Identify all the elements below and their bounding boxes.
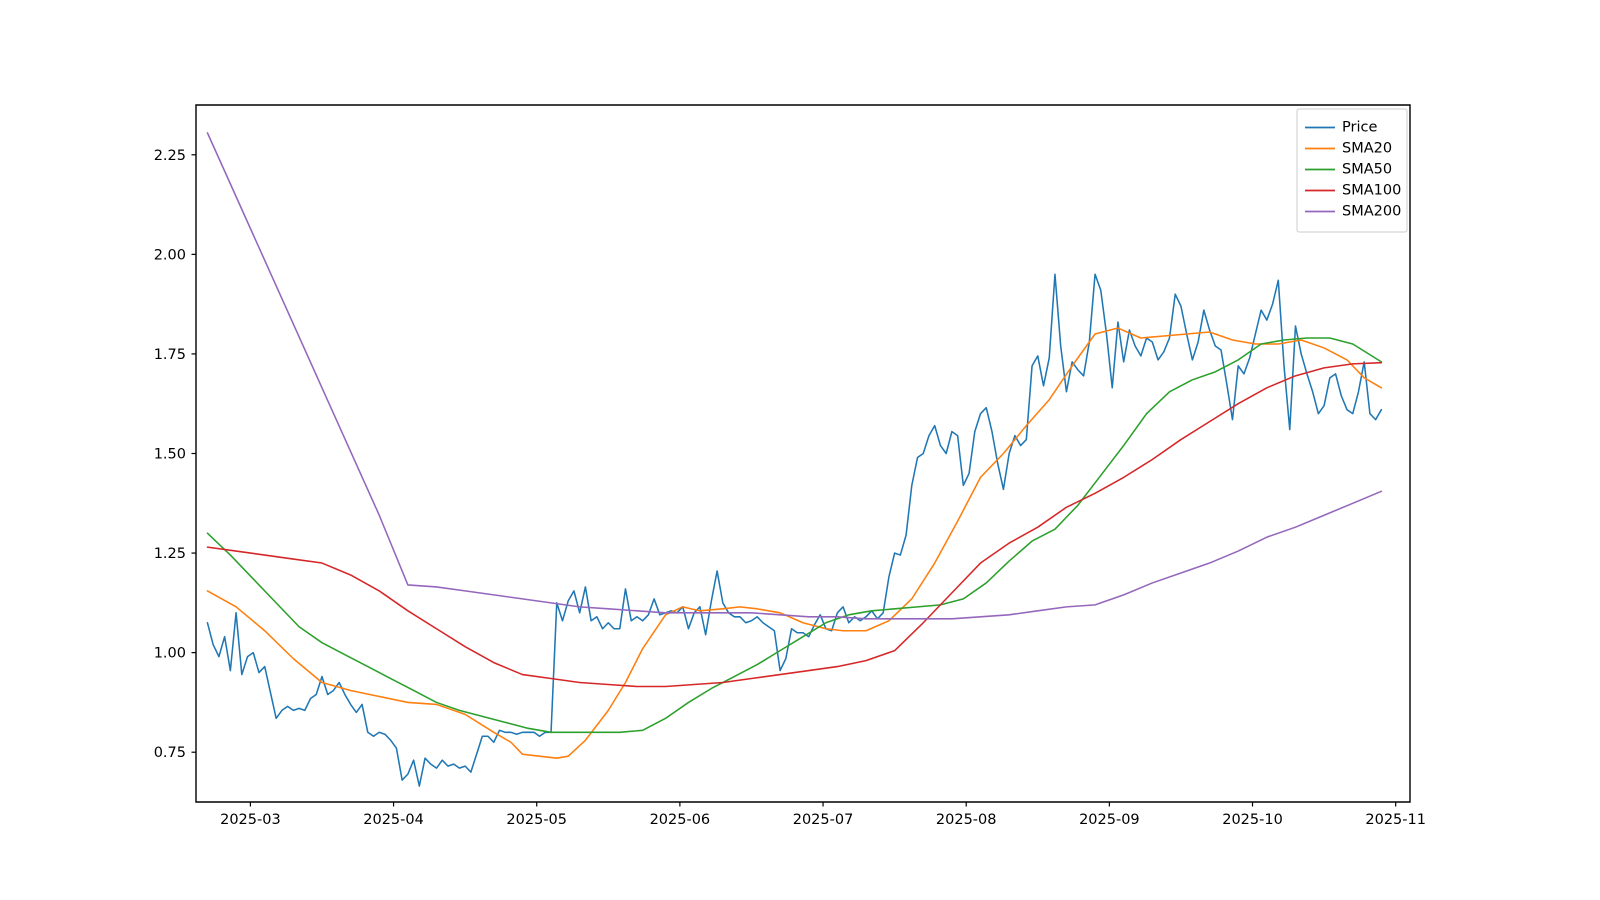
series-line-sma50: [206, 337, 1383, 734]
x-tick-label: 2025-06: [650, 812, 711, 828]
y-tick-label: 1.50: [154, 447, 186, 463]
y-tick-label: 2.00: [154, 247, 186, 263]
y-tick-label: 1.25: [154, 546, 186, 562]
legend-label-sma100: SMA100: [1342, 183, 1401, 199]
legend-entry-sma100[interactable]: SMA100: [1305, 183, 1401, 199]
x-tick-label: 2025-05: [506, 812, 567, 828]
y-tick-label: 0.75: [154, 745, 186, 761]
chart-legend[interactable]: Price SMA20 SMA50 SMA100 SMA200: [1296, 108, 1408, 233]
y-tick-label: 2.25: [154, 148, 186, 164]
axes-frame: [195, 104, 1411, 803]
legend-label-sma20: SMA20: [1342, 141, 1392, 157]
y-tick-label: 1.00: [154, 646, 186, 662]
legend-label-sma50: SMA50: [1342, 162, 1392, 178]
x-tick-label: 2025-04: [363, 812, 424, 828]
x-tick-label: 2025-08: [936, 812, 997, 828]
x-tick-label: 2025-11: [1365, 812, 1426, 828]
x-tick-label: 2025-10: [1222, 812, 1283, 828]
series-line-sma200: [206, 132, 1383, 620]
legend-entry-price[interactable]: Price: [1305, 120, 1377, 136]
legend-entry-sma50[interactable]: SMA50: [1305, 162, 1392, 178]
x-tick-label: 2025-09: [1079, 812, 1140, 828]
legend-label-sma200: SMA200: [1342, 204, 1401, 220]
legend-background: [1296, 108, 1408, 233]
x-tick-label: 2025-03: [220, 812, 281, 828]
series-layer: [206, 132, 1383, 787]
y-tick-label: 1.75: [154, 347, 186, 363]
legend-entry-sma200[interactable]: SMA200: [1305, 204, 1401, 220]
axes-spines: [195, 104, 1411, 803]
axis-ticks: 0.75 1.00 1.25 1.50 1.75 2.00 2.25 2025-03 2025-…: [154, 148, 1426, 828]
series-line-sma20: [206, 327, 1383, 759]
series-line-price: [206, 273, 1383, 787]
series-line-sma100: [206, 361, 1383, 688]
legend-label-price: Price: [1342, 120, 1377, 136]
legend-entry-sma20[interactable]: SMA20: [1305, 141, 1392, 157]
x-tick-label: 2025-07: [793, 812, 854, 828]
